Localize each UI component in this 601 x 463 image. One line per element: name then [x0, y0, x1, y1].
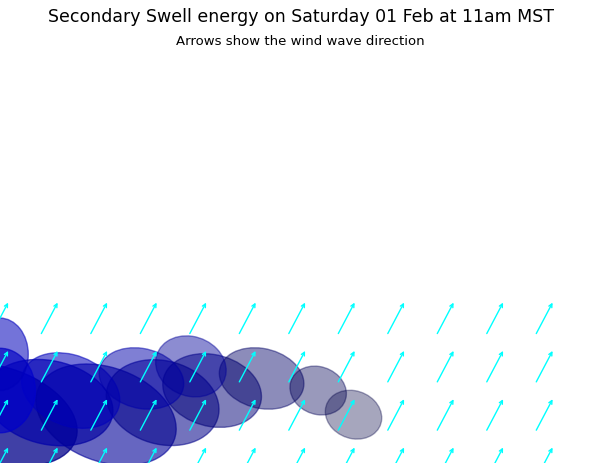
- Ellipse shape: [325, 390, 382, 439]
- Ellipse shape: [163, 354, 261, 427]
- Ellipse shape: [156, 336, 226, 397]
- Ellipse shape: [36, 364, 176, 463]
- Ellipse shape: [106, 360, 219, 445]
- Ellipse shape: [99, 348, 184, 409]
- Text: Secondary Swell energy on Saturday 01 Feb at 11am MST: Secondary Swell energy on Saturday 01 Fe…: [47, 8, 554, 26]
- Ellipse shape: [0, 360, 113, 446]
- Ellipse shape: [290, 366, 346, 415]
- Ellipse shape: [219, 348, 304, 409]
- Ellipse shape: [0, 349, 35, 433]
- Ellipse shape: [0, 363, 77, 463]
- Ellipse shape: [0, 319, 28, 391]
- Ellipse shape: [22, 353, 120, 428]
- Text: Arrows show the wind wave direction: Arrows show the wind wave direction: [176, 35, 425, 48]
